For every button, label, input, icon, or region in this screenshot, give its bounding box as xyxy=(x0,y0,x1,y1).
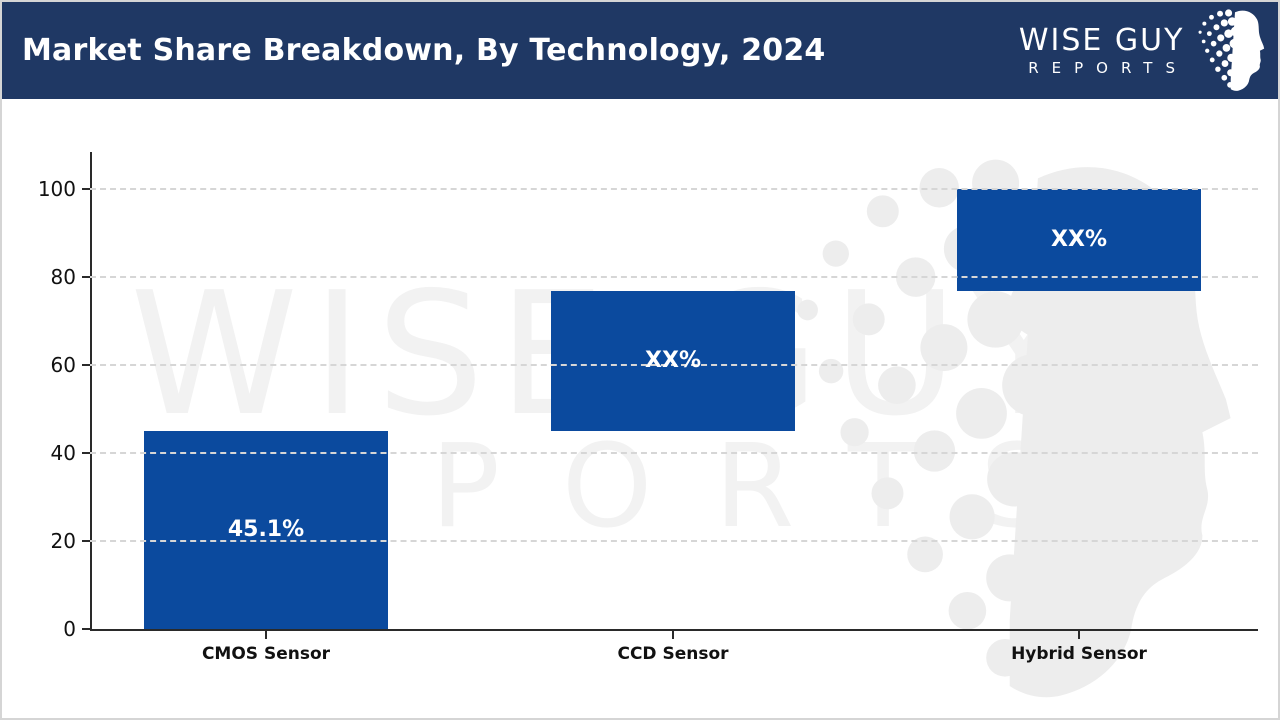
bar-cmos-sensor xyxy=(144,430,388,629)
gridline-100 xyxy=(90,188,1258,190)
x-tick-mark-2 xyxy=(1078,631,1080,639)
y-tick-label-100: 100 xyxy=(37,177,76,201)
y-tick-mark-80 xyxy=(82,276,90,278)
y-tick-mark-60 xyxy=(82,364,90,366)
gridline-80 xyxy=(90,276,1258,278)
y-tick-label-0: 0 xyxy=(63,617,76,641)
bar-value-label: 45.1% xyxy=(227,516,305,542)
wiseguy-logo: WISE GUY REPORTS xyxy=(1015,8,1268,92)
y-tick-label-40: 40 xyxy=(50,441,76,465)
y-tick-mark-0 xyxy=(82,628,90,630)
x-axis-line xyxy=(90,629,1258,631)
logo-wiseguy-text: WISE GUY xyxy=(1018,23,1185,58)
x-category-label: CCD Sensor xyxy=(617,644,729,664)
chart-title: Market Share Breakdown, By Technology, 2… xyxy=(22,33,826,68)
header-bar: Market Share Breakdown, By Technology, 2… xyxy=(2,2,1278,99)
bar-hybrid-sensor xyxy=(957,189,1201,291)
y-tick-label-60: 60 xyxy=(50,353,76,377)
gridline-20 xyxy=(90,540,1258,542)
x-category-label: CMOS Sensor xyxy=(201,644,331,664)
y-tick-label-80: 80 xyxy=(50,265,76,289)
y-tick-mark-100 xyxy=(82,188,90,190)
logo-text: WISE GUY REPORTS xyxy=(1015,23,1188,77)
bar-value-label: XX% xyxy=(645,347,701,373)
y-axis-line xyxy=(90,152,92,631)
logo-head-icon xyxy=(1198,9,1265,91)
logo-reports-text: REPORTS xyxy=(1028,59,1188,77)
x-tick-mark-1 xyxy=(672,631,674,639)
bar-ccd-sensor xyxy=(551,290,795,431)
gridline-60 xyxy=(90,364,1258,366)
y-tick-label-20: 20 xyxy=(50,529,76,553)
x-tick-mark-0 xyxy=(265,631,267,639)
y-tick-mark-20 xyxy=(82,540,90,542)
y-tick-mark-40 xyxy=(82,452,90,454)
bar-value-label: XX% xyxy=(1051,226,1107,252)
gridline-40 xyxy=(90,452,1258,454)
x-category-label: Hybrid Sensor xyxy=(1011,644,1147,664)
